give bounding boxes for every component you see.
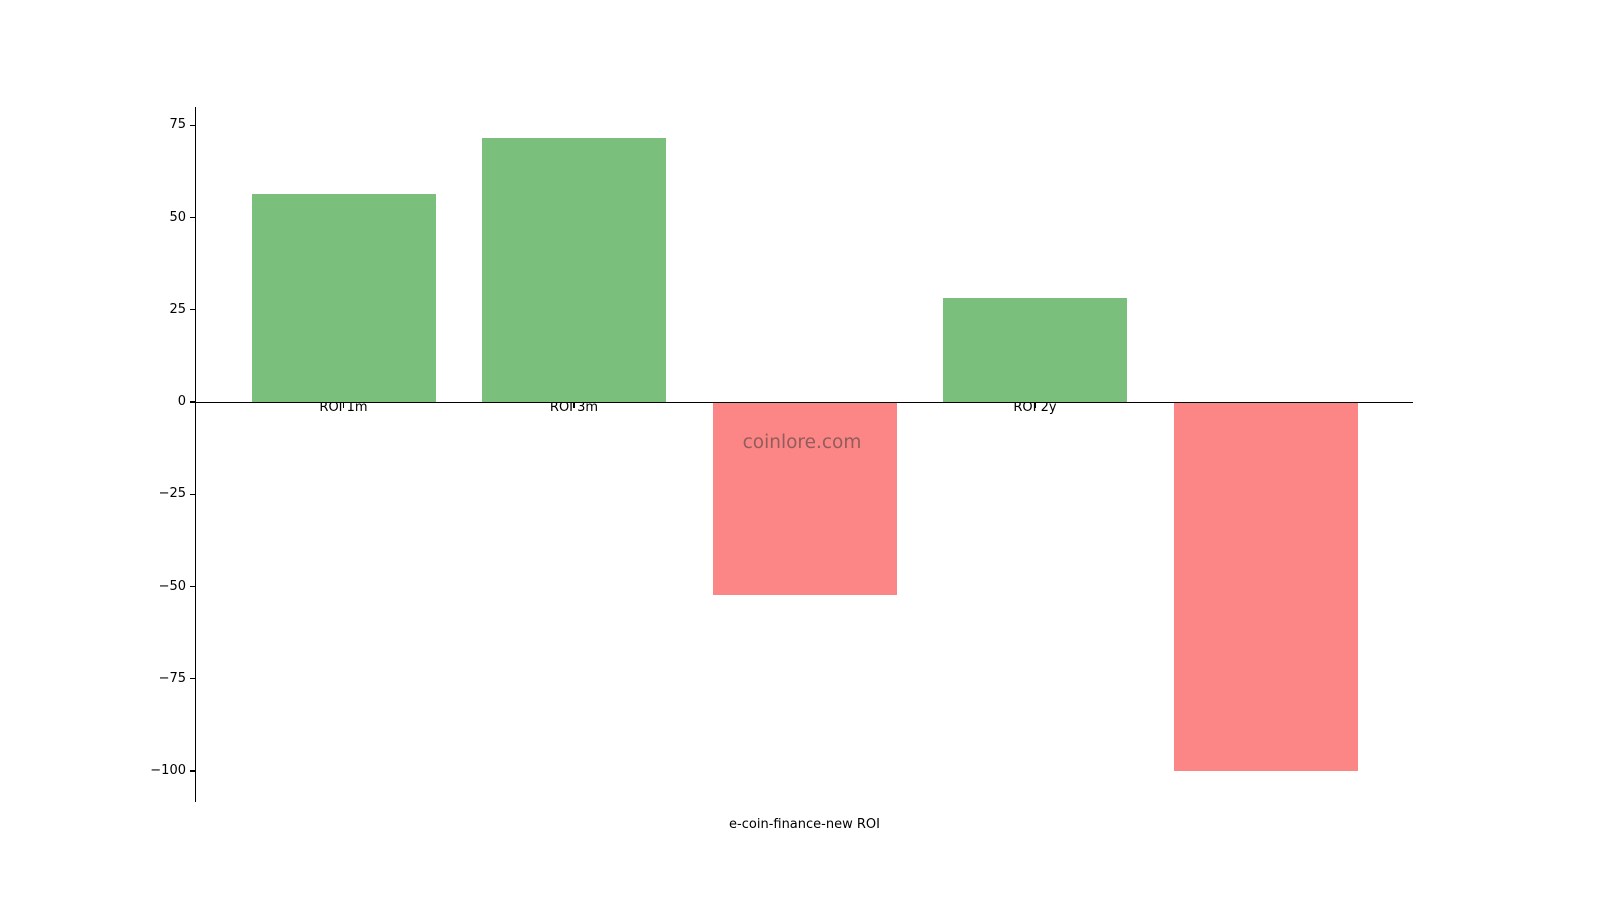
y-tick-mark [190, 124, 196, 126]
x-tick-mark [1034, 402, 1036, 408]
y-tick-label: −75 [158, 670, 186, 686]
y-tick-mark [190, 493, 196, 495]
roi-bar [943, 297, 1127, 402]
y-tick-label: −100 [150, 763, 186, 778]
x-axis-zero-line [196, 401, 1413, 403]
x-tick-mark [342, 402, 345, 408]
y-tick-label: 50 [169, 209, 186, 225]
x-tick-label: ROI 1m [319, 400, 368, 415]
y-tick-mark [190, 309, 196, 311]
y-tick-mark [190, 216, 196, 219]
roi-bar [251, 193, 436, 402]
chart-title: e-coin-finance-new ROI [729, 817, 880, 832]
x-tick-label: ROI 3m [549, 400, 599, 415]
y-tick-label: 0 [177, 394, 186, 409]
x-tick-mark [573, 402, 575, 408]
y-tick-label: 75 [169, 117, 186, 133]
watermark: coinlore.com [742, 432, 862, 453]
roi-bar [712, 402, 897, 595]
y-axis-spine [195, 107, 197, 802]
x-tick-label: ROI 2y [1013, 400, 1057, 415]
y-tick-mark [190, 678, 196, 680]
roi-bar [1173, 402, 1358, 771]
y-tick-label: −25 [158, 486, 186, 502]
y-tick-label: 25 [169, 301, 186, 317]
y-tick-mark [190, 770, 196, 772]
y-tick-mark [190, 585, 196, 588]
roi-bar [482, 138, 666, 402]
y-tick-mark [190, 401, 196, 403]
y-tick-label: −50 [158, 578, 186, 594]
